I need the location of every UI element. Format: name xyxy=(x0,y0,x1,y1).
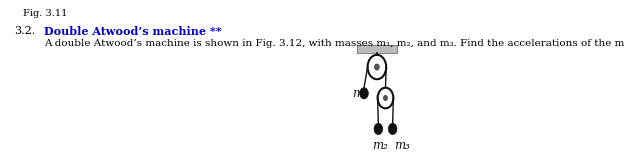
Circle shape xyxy=(384,95,388,101)
Text: Fig. 3.11: Fig. 3.11 xyxy=(23,9,67,18)
Text: m₃: m₃ xyxy=(394,139,410,152)
Text: Double Atwood’s machine **: Double Atwood’s machine ** xyxy=(44,26,222,37)
Text: A double Atwood’s machine is shown in Fig. 3.12, with masses m₁, m₂, and m₃. Fin: A double Atwood’s machine is shown in Fi… xyxy=(44,39,624,48)
Text: 3.2.: 3.2. xyxy=(14,26,36,36)
Circle shape xyxy=(359,88,368,99)
Circle shape xyxy=(388,123,397,135)
Circle shape xyxy=(374,64,379,70)
Text: m₁: m₁ xyxy=(353,87,368,100)
Text: m₂: m₂ xyxy=(373,139,389,152)
Circle shape xyxy=(374,123,383,135)
Bar xyxy=(357,45,397,53)
